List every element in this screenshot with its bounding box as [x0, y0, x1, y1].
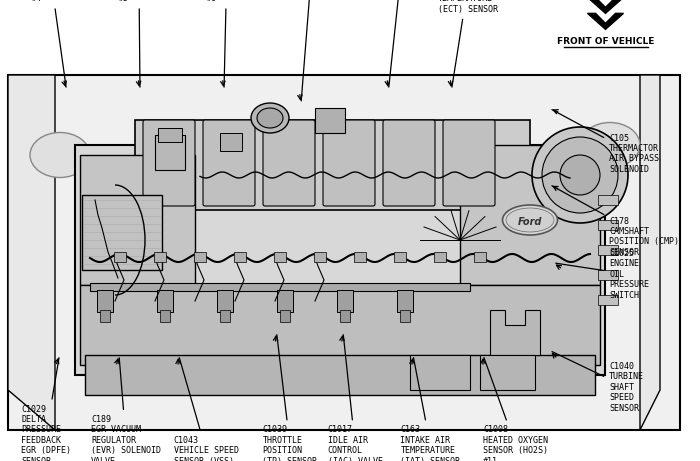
Bar: [194, 252, 206, 262]
Circle shape: [542, 137, 618, 213]
Text: C163
INTAKE AIR
TEMPERATURE
(IAT) SENSOR: C163 INTAKE AIR TEMPERATURE (IAT) SENSOR: [400, 358, 461, 461]
Bar: [8, 75, 680, 430]
Bar: [155, 135, 185, 170]
Bar: [598, 270, 618, 280]
Ellipse shape: [580, 123, 640, 167]
Text: C192
ENGINE
COOLANT
TEMPERATURE
(ECT) SENSOR: C192 ENGINE COOLANT TEMPERATURE (ECT) SE…: [438, 0, 498, 87]
Text: C178
CAMSHAFT
POSITION (CMP)
SENSOR: C178 CAMSHAFT POSITION (CMP) SENSOR: [552, 186, 679, 257]
Text: C1039
THROTTLE
POSITION
(TP) SENSOR: C1039 THROTTLE POSITION (TP) SENSOR: [262, 335, 318, 461]
Ellipse shape: [257, 108, 283, 128]
Text: C189
EGR VACUUM
REGULATOR
(EVR) SOLENOID
VALVE: C189 EGR VACUUM REGULATOR (EVR) SOLENOID…: [91, 358, 161, 461]
Bar: [80, 285, 600, 365]
Bar: [400, 310, 410, 322]
Text: C1006
FUEL
INJECTOR
#5: C1006 FUEL INJECTOR #5: [119, 0, 159, 87]
Bar: [80, 155, 195, 285]
Polygon shape: [587, 0, 624, 13]
Text: FRONT OF VEHICLE: FRONT OF VEHICLE: [556, 37, 654, 47]
Bar: [100, 310, 110, 322]
Text: C105
THERMACTOR
AIR BYPASS
SOLENOID: C105 THERMACTOR AIR BYPASS SOLENOID: [552, 110, 659, 174]
Bar: [157, 290, 173, 312]
Bar: [154, 252, 166, 262]
Bar: [75, 145, 605, 375]
FancyBboxPatch shape: [143, 120, 195, 206]
Bar: [598, 295, 618, 305]
FancyBboxPatch shape: [443, 120, 495, 206]
FancyBboxPatch shape: [383, 120, 435, 206]
Bar: [410, 355, 470, 390]
Text: C1040
TURBINE
SHAFT
SPEED
SENSOR: C1040 TURBINE SHAFT SPEED SENSOR: [552, 352, 644, 413]
Text: C1025
ENGINE
OIL
PRESSURE
SWITCH: C1025 ENGINE OIL PRESSURE SWITCH: [556, 249, 649, 300]
Ellipse shape: [503, 205, 557, 235]
Bar: [97, 290, 113, 312]
Bar: [277, 290, 293, 312]
Polygon shape: [8, 75, 55, 430]
Bar: [114, 252, 126, 262]
Bar: [85, 355, 595, 395]
Ellipse shape: [251, 103, 289, 133]
Text: C104
EAM AIR PUMP: C104 EAM AIR PUMP: [371, 0, 431, 87]
Bar: [340, 310, 350, 322]
Bar: [82, 195, 162, 270]
Bar: [394, 252, 406, 262]
Bar: [158, 128, 182, 142]
Bar: [354, 252, 366, 262]
Bar: [160, 310, 170, 322]
Polygon shape: [587, 13, 624, 30]
Bar: [337, 290, 353, 312]
Bar: [434, 252, 446, 262]
Bar: [217, 290, 233, 312]
Bar: [315, 108, 345, 133]
Bar: [598, 220, 618, 230]
Bar: [220, 310, 230, 322]
Bar: [135, 120, 530, 210]
Text: C1029
DELTA
PRESSURE
FEEDBACK
EGR (DPFE)
SENSOR: C1029 DELTA PRESSURE FEEDBACK EGR (DPFE)…: [21, 358, 71, 461]
Polygon shape: [490, 310, 540, 355]
Bar: [598, 245, 618, 255]
Circle shape: [532, 127, 628, 223]
Bar: [274, 252, 286, 262]
Bar: [598, 195, 618, 205]
FancyBboxPatch shape: [263, 120, 315, 206]
Text: C1008
HEATED OXYGEN
SENSOR (HO2S)
#11: C1008 HEATED OXYGEN SENSOR (HO2S) #11: [483, 358, 548, 461]
Text: C106
EAM SOLID
STATE RELAY: C106 EAM SOLID STATE RELAY: [284, 0, 339, 101]
Text: C1005
FUEL
INJECTOR
#4: C1005 FUEL INJECTOR #4: [32, 0, 71, 87]
Bar: [480, 355, 535, 390]
Bar: [280, 310, 290, 322]
Polygon shape: [640, 75, 660, 430]
Text: C1017
IDLE AIR
CONTROL
(IAC) VALVE: C1017 IDLE AIR CONTROL (IAC) VALVE: [328, 335, 383, 461]
Bar: [314, 252, 326, 262]
FancyBboxPatch shape: [203, 120, 255, 206]
Text: C1007
FUEL
INJECTOR
#6: C1007 FUEL INJECTOR #6: [206, 0, 246, 87]
Bar: [234, 252, 246, 262]
Bar: [220, 133, 242, 151]
Ellipse shape: [30, 132, 90, 177]
FancyBboxPatch shape: [323, 120, 375, 206]
Ellipse shape: [506, 208, 554, 232]
Text: C1043
VEHICLE SPEED
SENSOR (VSS): C1043 VEHICLE SPEED SENSOR (VSS): [174, 358, 239, 461]
Bar: [397, 290, 413, 312]
Text: Ford: Ford: [518, 217, 542, 227]
Bar: [460, 145, 600, 285]
Bar: [90, 283, 470, 291]
Bar: [474, 252, 486, 262]
Circle shape: [560, 155, 600, 195]
